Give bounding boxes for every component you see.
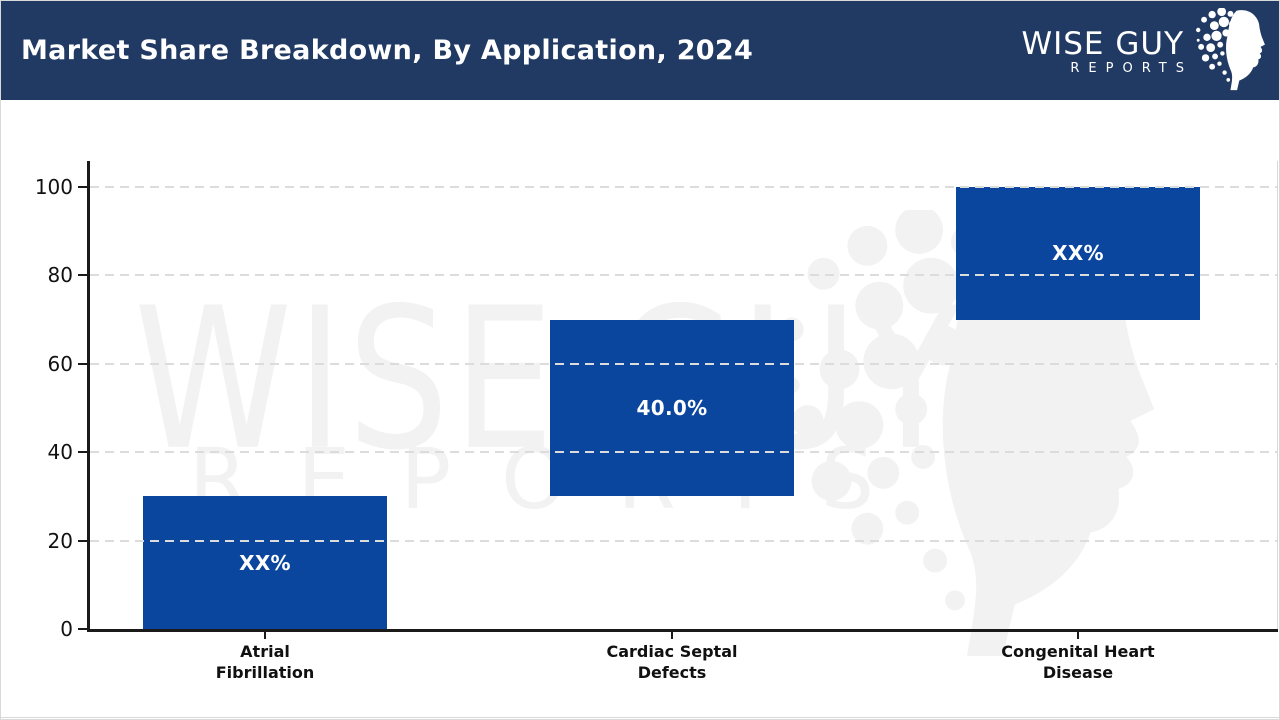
y-tick-label-100: 100 xyxy=(34,175,73,199)
category-label-2: Cardiac Septal Defects xyxy=(512,641,832,683)
bar-value-label-3: XX% xyxy=(1052,241,1104,266)
y-tick-mark-0 xyxy=(78,628,87,630)
gridline-80 xyxy=(90,274,1278,277)
y-tick-mark-40 xyxy=(78,451,87,454)
y-tick-mark-60 xyxy=(78,362,87,365)
category-label-line: Disease xyxy=(1042,663,1114,682)
y-tick-mark-80 xyxy=(78,274,87,277)
gridline-100 xyxy=(90,186,1278,188)
y-tick-mark-100 xyxy=(78,186,87,188)
x-tick-mark-3 xyxy=(1077,632,1079,639)
category-label-line: Defects xyxy=(637,663,707,682)
bar-value-label-1: XX% xyxy=(239,550,291,575)
bar-segment-1: XX% xyxy=(143,496,387,629)
bar-value-label-2: 40.0% xyxy=(636,395,708,420)
logo-text: WISE GUY REPORTS xyxy=(1021,27,1184,77)
category-label-1: Atrial Fibrillation xyxy=(105,641,425,683)
x-axis-line xyxy=(87,629,1278,632)
x-tick-mark-1 xyxy=(264,632,266,639)
chart-canvas: WISE GUY REPORTS 020406080100XX%40.0%XX%… xyxy=(1,100,1279,718)
bar-segment-3: XX% xyxy=(956,187,1200,320)
y-tick-mark-20 xyxy=(78,539,87,542)
x-tick-mark-2 xyxy=(671,632,673,639)
category-label-line: Atrial xyxy=(240,642,290,661)
category-label-line: Congenital Heart xyxy=(1001,642,1155,661)
gridline-60 xyxy=(90,362,1278,365)
gridline-40 xyxy=(90,451,1278,454)
dotted-face-icon xyxy=(1196,8,1265,91)
chart-title: Market Share Breakdown, By Application, … xyxy=(21,34,754,66)
watermark-wordmark: WISE GUY xyxy=(134,265,964,494)
right-spine xyxy=(1277,161,1278,629)
bottom-border xyxy=(1,717,1279,718)
category-label-line: Cardiac Septal xyxy=(606,642,738,661)
y-tick-label-20: 20 xyxy=(47,528,73,553)
category-label-line: Fibrillation xyxy=(215,663,315,682)
category-label-3: Congenital Heart Disease xyxy=(918,641,1238,683)
gridline-20 xyxy=(90,539,1278,542)
y-tick-label-80: 80 xyxy=(47,263,73,288)
y-tick-label-60: 60 xyxy=(47,351,73,376)
logo-wordmark: WISE GUY xyxy=(1021,26,1184,62)
bar-segment-2: 40.0% xyxy=(550,319,794,497)
header-bar: Market Share Breakdown, By Application, … xyxy=(1,1,1279,100)
y-tick-label-40: 40 xyxy=(47,440,73,465)
y-tick-label-0: 0 xyxy=(60,617,73,641)
logo-subtitle: REPORTS xyxy=(1070,61,1193,76)
wise-guy-reports-logo: WISE GUY REPORTS xyxy=(1021,8,1270,96)
y-axis-spine xyxy=(87,161,90,632)
